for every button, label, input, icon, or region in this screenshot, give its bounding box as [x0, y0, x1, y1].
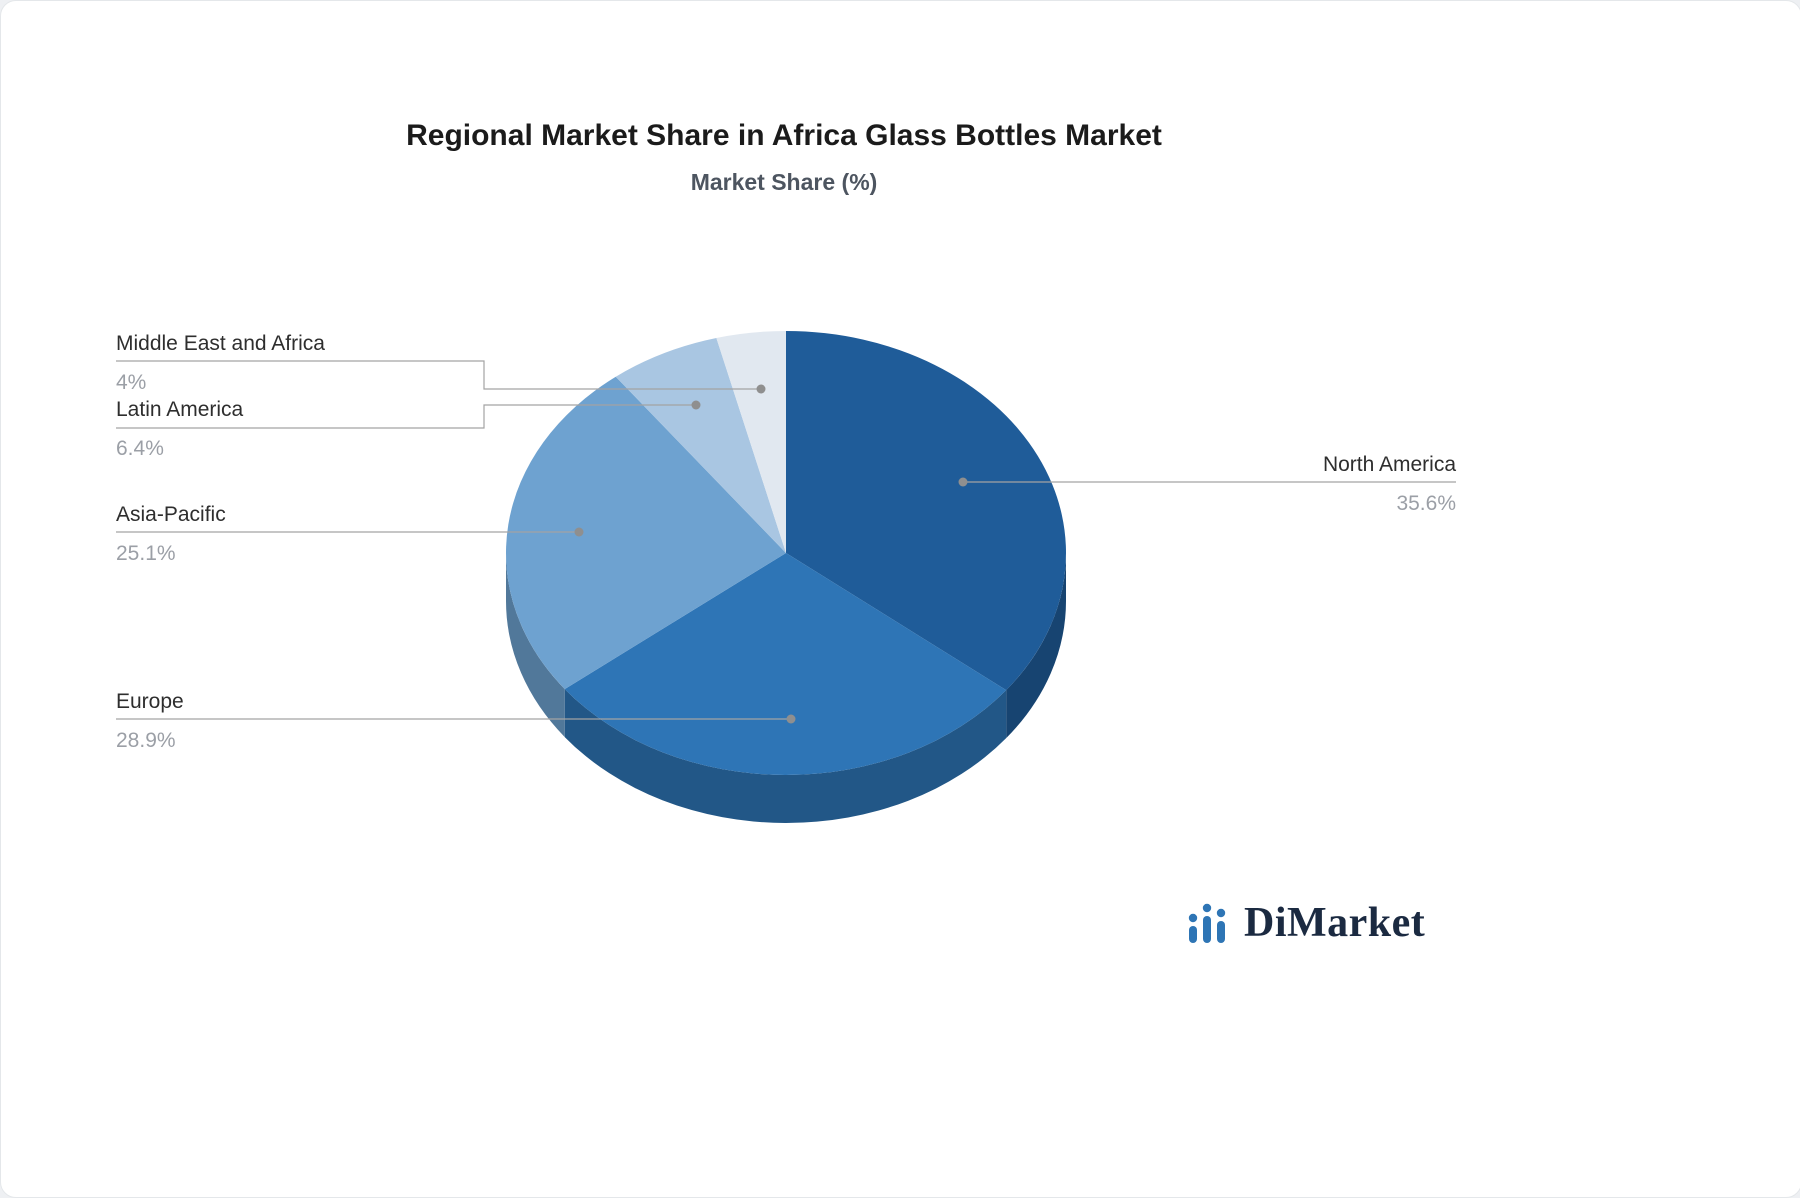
- leader-line-latin-america: [116, 404, 696, 429]
- slice-label-north-america: North America: [1323, 453, 1456, 476]
- pie-slice-latin-america: [615, 337, 786, 553]
- slice-value-asia-pacific: 25.1%: [116, 542, 176, 565]
- pie-slice-middle-east-and-africa: [716, 331, 786, 553]
- pie-slice-north-america: [786, 331, 1066, 691]
- chart-title: Regional Market Share in Africa Glass Bo…: [406, 119, 1162, 152]
- brand-logo: DiMarket: [1186, 899, 1425, 947]
- leader-dot-middle-east-and-africa: [756, 384, 766, 394]
- leader-dot-latin-america: [691, 400, 701, 410]
- slice-value-middle-east-and-africa: 4%: [116, 371, 146, 394]
- leader-dot-north-america: [958, 477, 968, 487]
- bar-chart-logo-icon: [1188, 903, 1226, 943]
- slice-label-middle-east-and-africa: Middle East and Africa: [116, 332, 325, 355]
- leader-dot-asia-pacific: [574, 527, 584, 537]
- slice-label-latin-america: Latin America: [116, 398, 244, 421]
- slice-value-north-america: 35.6%: [1396, 492, 1456, 515]
- slice-value-europe: 28.9%: [116, 729, 176, 752]
- pie-slice-side-europe: [564, 689, 1007, 823]
- pie-slice-side-north-america: [1006, 553, 1066, 739]
- leader-dot-europe: [786, 714, 796, 724]
- slice-value-latin-america: 6.4%: [116, 437, 164, 460]
- brand-name: DiMarket: [1244, 900, 1426, 946]
- pie-slice-asia-pacific: [506, 376, 786, 690]
- slice-label-asia-pacific: Asia-Pacific: [116, 503, 226, 526]
- leader-line-middle-east-and-africa: [116, 360, 761, 390]
- slice-label-europe: Europe: [116, 690, 184, 713]
- chart-subtitle: Market Share (%): [690, 169, 878, 195]
- pie-slice-side-asia-pacific: [506, 553, 565, 738]
